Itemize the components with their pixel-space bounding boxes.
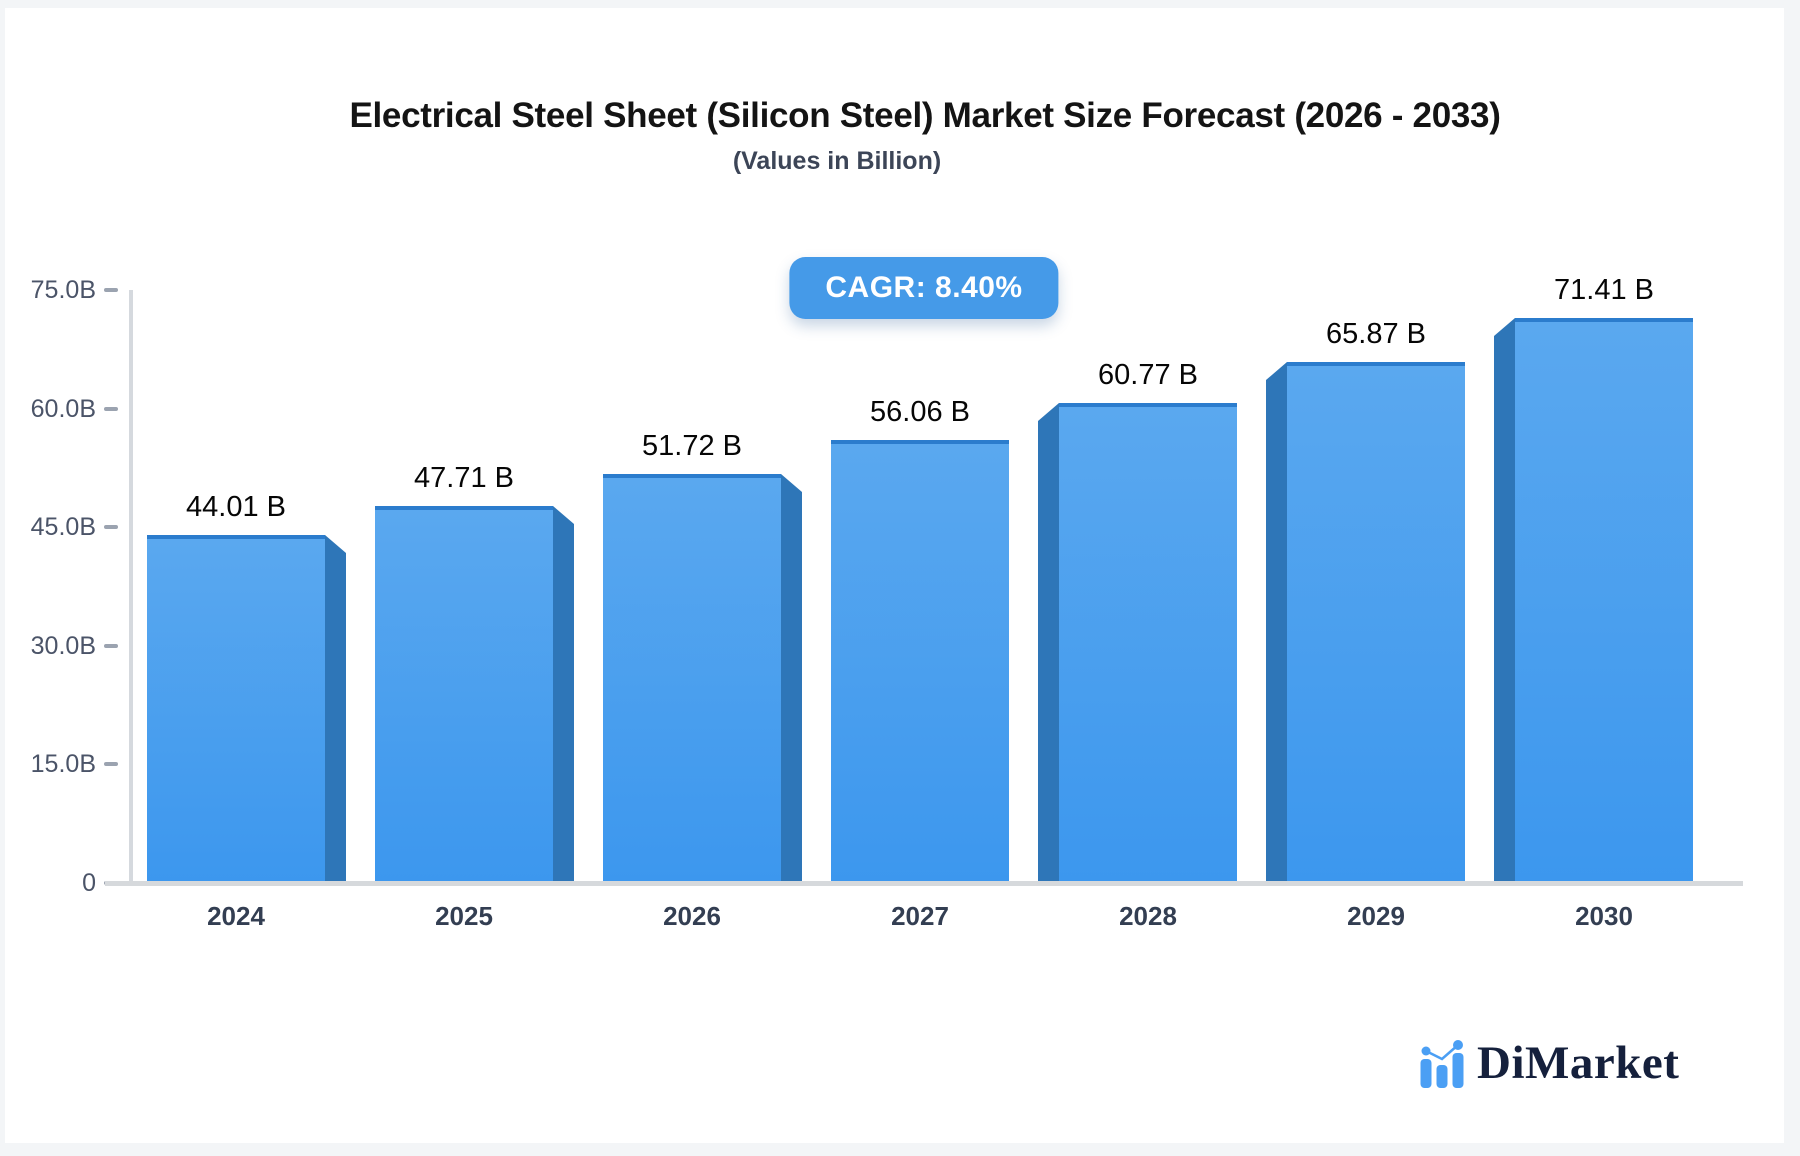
y-tick-label: 75.0B: [30, 276, 96, 304]
bar-2024[interactable]: [147, 535, 325, 883]
bar-2027[interactable]: [831, 440, 1009, 883]
frame-border-left: [0, 0, 5, 1156]
bar-3d-side: [553, 506, 574, 883]
frame-border-top: [0, 0, 1800, 8]
bar-3d-side: [1494, 318, 1515, 883]
frame-border-bottom: [0, 1143, 1800, 1156]
bar-2030[interactable]: [1515, 318, 1693, 883]
chart-subtitle: (Values in Billion): [732, 147, 942, 175]
bar-2028[interactable]: [1059, 403, 1237, 883]
bar-value-label: 60.77 B: [1098, 359, 1198, 391]
x-axis-label: 2025: [435, 901, 493, 931]
logo-text: DiMarket: [1477, 1036, 1680, 1089]
y-tick-mark: [104, 288, 118, 292]
mini-bar-chart-icon: [1420, 1040, 1464, 1088]
y-tick-label: 45.0B: [30, 513, 96, 542]
bar-value-label: 51.72 B: [642, 430, 742, 462]
y-tick-mark: [104, 762, 118, 767]
bar-2029[interactable]: [1287, 362, 1465, 883]
bar-3d-side: [781, 474, 802, 883]
y-tick-label: 15.0B: [30, 750, 96, 779]
frame-border-right: [1784, 0, 1800, 1156]
bar-value-label: 56.06 B: [870, 396, 970, 428]
y-tick-label: 60.0B: [30, 394, 96, 423]
x-axis-label: 2028: [1119, 901, 1177, 931]
cagr-badge: CAGR: 8.40%: [789, 257, 1059, 319]
bar-value-label: 65.87 B: [1326, 318, 1426, 350]
bar-3d-side: [1038, 403, 1059, 883]
x-axis-label: 2027: [891, 901, 949, 931]
bar-value-label: 44.01 B: [186, 491, 286, 523]
y-tick-label: 30.0B: [30, 631, 96, 660]
x-axis-label: 2026: [663, 901, 721, 931]
cagr-badge-label: CAGR: 8.40%: [825, 271, 1023, 304]
bar-value-label: 71.41 B: [1554, 274, 1654, 306]
bar-value-label: 47.71 B: [414, 462, 514, 494]
y-axis-line: [129, 290, 133, 883]
bar-2025[interactable]: [375, 506, 553, 883]
bar-2026[interactable]: [603, 474, 781, 883]
x-axis-label: 2024: [207, 901, 265, 931]
y-tick-mark: [104, 525, 118, 530]
y-tick-mark: [104, 643, 118, 648]
x-axis-label: 2029: [1347, 901, 1405, 931]
bar-3d-side: [1266, 362, 1287, 883]
bar-3d-side: [325, 535, 346, 883]
y-tick-mark: [104, 406, 118, 411]
chart-title: Electrical Steel Sheet (Silicon Steel) M…: [349, 96, 1501, 135]
brand-logo[interactable]: DiMarket: [1418, 1038, 1679, 1088]
y-tick-label: 0: [82, 869, 96, 897]
x-axis-label: 2030: [1575, 901, 1633, 931]
x-axis-line: [105, 881, 1743, 886]
